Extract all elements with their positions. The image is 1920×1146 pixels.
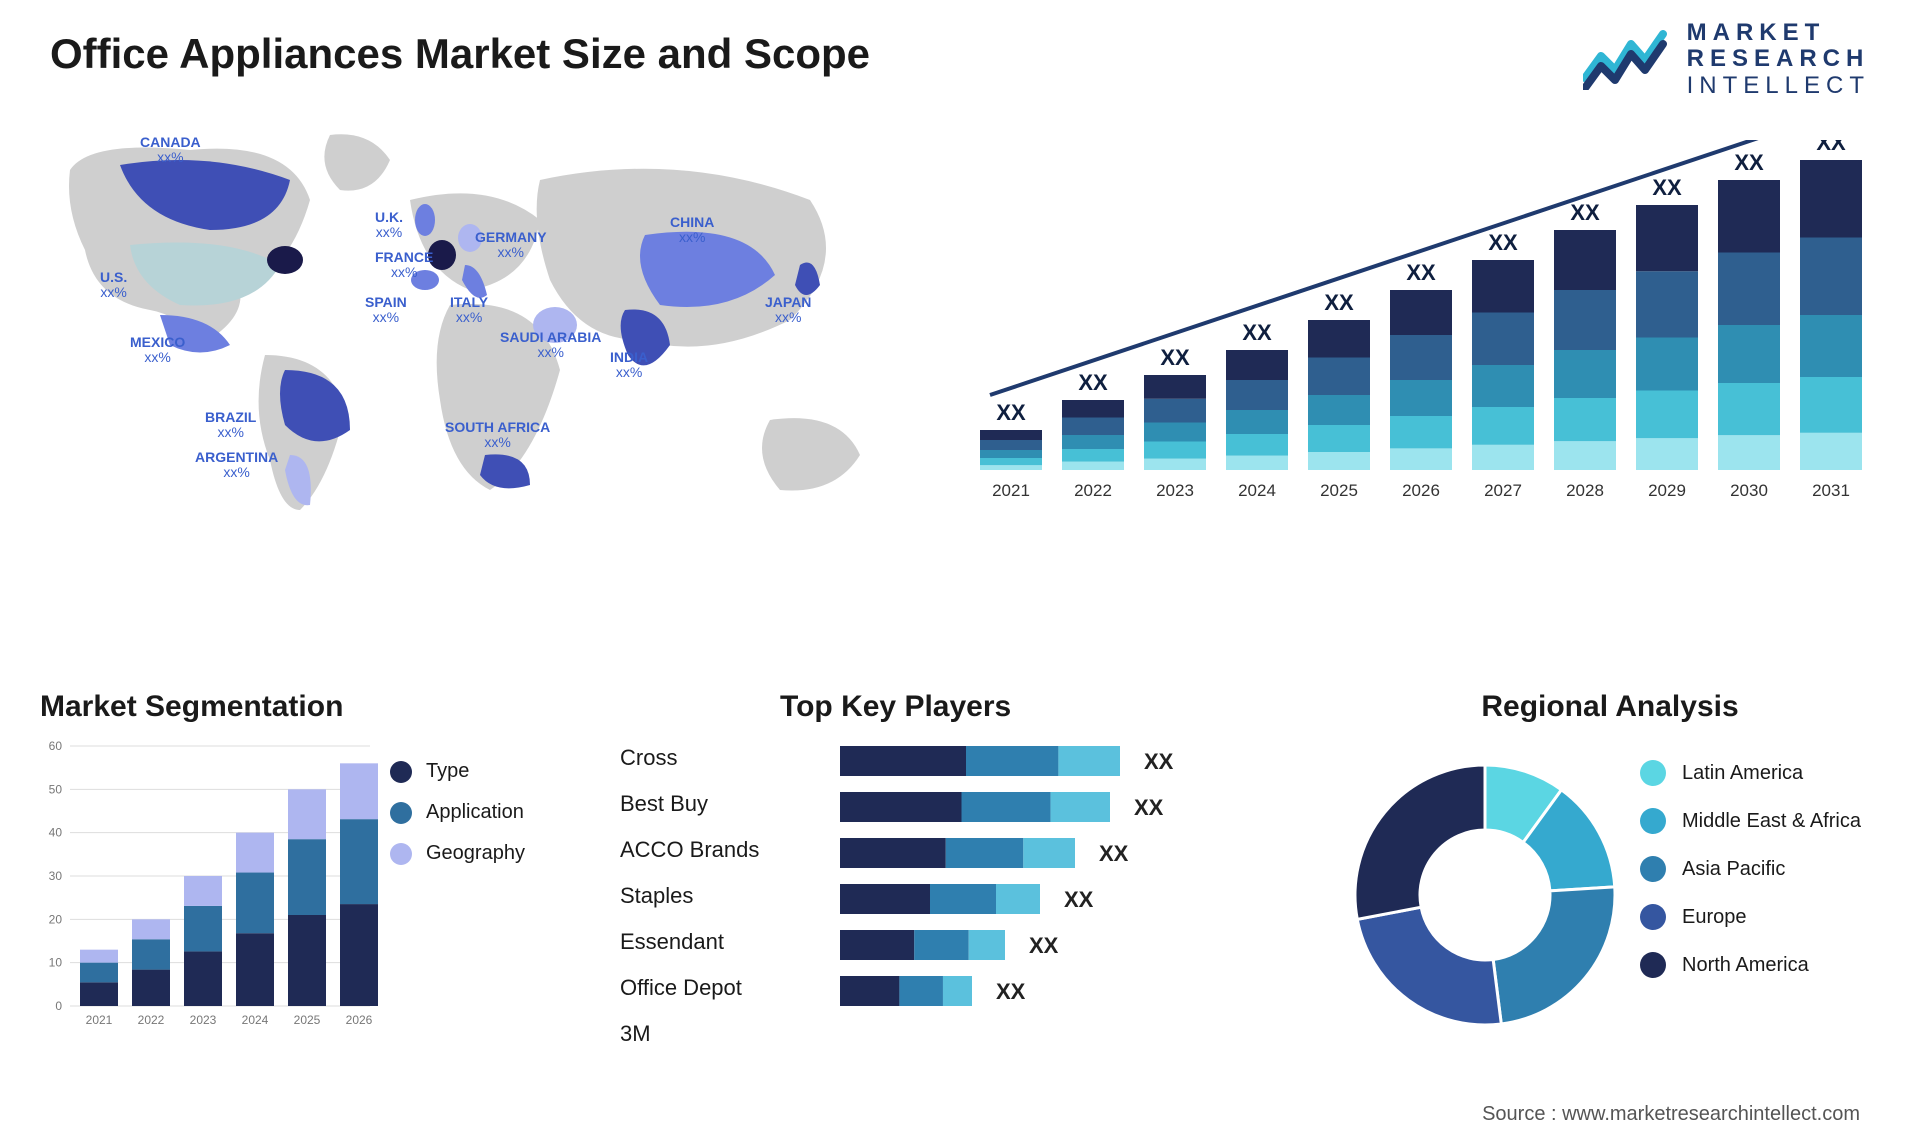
map-label: SAUDI ARABIAxx% (500, 330, 601, 361)
player-name: Cross (620, 735, 759, 781)
svg-text:XX: XX (996, 400, 1026, 425)
svg-text:2030: 2030 (1730, 481, 1768, 500)
regional-legend: Latin America Middle East & Africa Asia Pa… (1640, 760, 1861, 1000)
svg-text:XX: XX (1324, 290, 1354, 315)
player-name: Staples (620, 873, 759, 919)
svg-text:XX: XX (1652, 175, 1682, 200)
logo-text: MARKET RESEARCH INTELLECT (1687, 20, 1870, 99)
svg-text:2023: 2023 (1156, 481, 1194, 500)
map-label: INDIAxx% (610, 350, 648, 381)
growth-bar-chart: 2021 XX 2022 XX 2023 XX 2024 XX 2025 XX 2026 XX 2027… (960, 140, 1880, 510)
map-label: MEXICOxx% (130, 335, 185, 366)
svg-text:2021: 2021 (86, 1013, 113, 1027)
svg-text:XX: XX (1734, 150, 1764, 175)
svg-text:2026: 2026 (346, 1013, 373, 1027)
svg-text:XX: XX (1816, 140, 1846, 155)
svg-text:XX: XX (1242, 320, 1272, 345)
svg-text:2028: 2028 (1566, 481, 1604, 500)
svg-text:XX: XX (1144, 749, 1174, 774)
logo-mark-icon (1583, 30, 1673, 90)
world-map: CANADAxx% U.S.xx% MEXICOxx% BRAZILxx% ARGENT… (30, 110, 930, 520)
svg-text:2022: 2022 (1074, 481, 1112, 500)
svg-text:0: 0 (55, 999, 62, 1013)
svg-text:2031: 2031 (1812, 481, 1850, 500)
svg-text:2027: 2027 (1484, 481, 1522, 500)
svg-text:2026: 2026 (1402, 481, 1440, 500)
map-label: JAPANxx% (765, 295, 811, 326)
map-label: BRAZILxx% (205, 410, 256, 441)
svg-text:XX: XX (1406, 260, 1436, 285)
map-label: FRANCExx% (375, 250, 433, 281)
svg-text:2025: 2025 (1320, 481, 1358, 500)
svg-text:XX: XX (996, 979, 1026, 1004)
svg-text:XX: XX (1099, 841, 1129, 866)
regional-analysis-section: Regional Analysis Latin America Middle Ea… (1340, 690, 1880, 1060)
player-name: ACCO Brands (620, 827, 759, 873)
svg-text:2021: 2021 (992, 481, 1030, 500)
svg-text:50: 50 (49, 782, 63, 796)
player-name-list: CrossBest BuyACCO BrandsStaplesEssendant… (620, 735, 759, 1057)
map-label: CANADAxx% (140, 135, 201, 166)
svg-text:2029: 2029 (1648, 481, 1686, 500)
regional-legend-item: Middle East & Africa (1640, 808, 1861, 834)
regional-legend-item: Asia Pacific (1640, 856, 1861, 882)
map-label: ARGENTINAxx% (195, 450, 278, 481)
svg-text:10: 10 (49, 956, 63, 970)
segmentation-legend: Type Application Geography (390, 760, 525, 883)
regional-legend-item: Latin America (1640, 760, 1861, 786)
map-label: SPAINxx% (365, 295, 407, 326)
regional-donut-chart (1340, 750, 1630, 1045)
svg-text:20: 20 (49, 912, 63, 926)
svg-text:60: 60 (49, 739, 63, 753)
player-name: 3M (620, 1011, 759, 1057)
svg-text:40: 40 (49, 826, 63, 840)
svg-text:XX: XX (1488, 230, 1518, 255)
map-label: CHINAxx% (670, 215, 714, 246)
svg-text:2024: 2024 (242, 1013, 269, 1027)
market-segmentation-section: Market Segmentation 0 10 20 30 40 50 60 2021 202… (40, 690, 590, 1060)
map-label: GERMANYxx% (475, 230, 547, 261)
brand-logo: MARKET RESEARCH INTELLECT (1583, 20, 1870, 99)
regional-title: Regional Analysis (1340, 690, 1880, 724)
svg-text:XX: XX (1078, 370, 1108, 395)
segmentation-legend-item: Type (390, 760, 525, 783)
player-name: Best Buy (620, 781, 759, 827)
svg-text:2022: 2022 (138, 1013, 165, 1027)
svg-text:XX: XX (1160, 345, 1190, 370)
player-bar-chart: XXXXXXXXXXXX (840, 746, 1310, 1061)
svg-text:2024: 2024 (1238, 481, 1276, 500)
regional-legend-item: North America (1640, 952, 1861, 978)
segmentation-legend-item: Application (390, 801, 525, 824)
key-players-section: Top Key Players CrossBest BuyACCO Brands… (620, 690, 1320, 1060)
svg-text:XX: XX (1570, 200, 1600, 225)
map-label: ITALYxx% (450, 295, 488, 326)
svg-text:XX: XX (1134, 795, 1164, 820)
map-label: U.S.xx% (100, 270, 127, 301)
regional-legend-item: Europe (1640, 904, 1861, 930)
map-label: SOUTH AFRICAxx% (445, 420, 550, 451)
svg-text:2025: 2025 (294, 1013, 321, 1027)
segmentation-title: Market Segmentation (40, 690, 590, 724)
player-name: Essendant (620, 919, 759, 965)
source-attribution: Source : www.marketresearchintellect.com (1482, 1103, 1860, 1126)
svg-text:XX: XX (1064, 887, 1094, 912)
page-title: Office Appliances Market Size and Scope (50, 30, 870, 78)
svg-text:30: 30 (49, 869, 63, 883)
svg-text:2023: 2023 (190, 1013, 217, 1027)
map-label: U.K.xx% (375, 210, 403, 241)
key-players-title: Top Key Players (780, 690, 1320, 724)
player-name: Office Depot (620, 965, 759, 1011)
segmentation-legend-item: Geography (390, 842, 525, 865)
svg-text:XX: XX (1029, 933, 1059, 958)
